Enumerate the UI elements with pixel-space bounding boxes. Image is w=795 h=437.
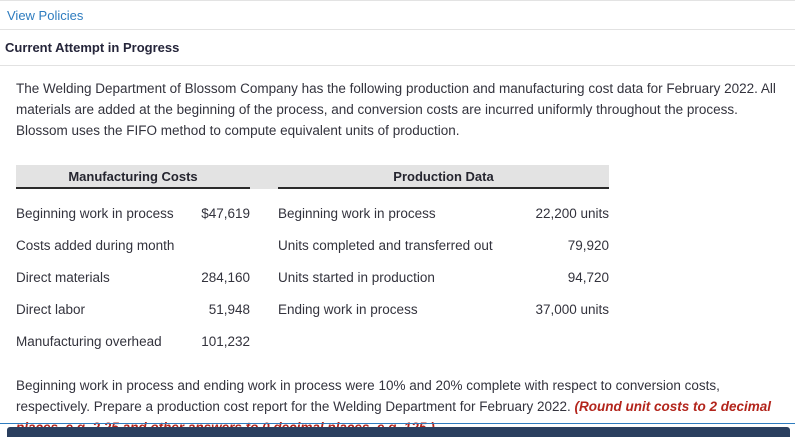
pd-row-value: 79,920 <box>567 237 609 253</box>
view-policies-link[interactable]: View Policies <box>7 8 84 23</box>
mc-row-value: $47,619 <box>201 205 250 221</box>
problem-content: The Welding Department of Blossom Compan… <box>0 66 795 437</box>
mc-row-label: Beginning work in process <box>16 205 174 221</box>
mc-row-value <box>179 229 250 261</box>
pd-row-label: Ending work in process <box>278 301 418 317</box>
divider <box>0 29 795 30</box>
production-data-header: Production Data <box>278 165 609 189</box>
mc-row-label: Costs added during month <box>16 237 175 253</box>
mc-row-label: Direct labor <box>16 301 86 317</box>
mc-row-label: Direct materials <box>16 269 110 285</box>
pd-row-label: Units started in production <box>278 269 435 285</box>
divider <box>0 65 795 66</box>
mc-row-label: Manufacturing overhead <box>16 333 162 349</box>
bottom-divider <box>0 423 795 424</box>
table-gap <box>250 293 278 325</box>
problem-intro-text: The Welding Department of Blossom Compan… <box>16 81 776 138</box>
table-gap <box>250 261 278 293</box>
mc-row-value: 51,948 <box>208 301 250 317</box>
pd-row-label: Beginning work in process <box>278 205 436 221</box>
current-attempt-heading: Current Attempt in Progress <box>5 40 180 55</box>
pd-row-value: 37,000 units <box>535 301 609 317</box>
mc-row-value: 284,160 <box>201 269 250 285</box>
pd-row-value <box>523 325 609 357</box>
table-gap <box>250 325 278 357</box>
table-header-gap <box>250 165 278 189</box>
pd-row-value: 22,200 units <box>535 205 609 221</box>
pd-row-label <box>278 325 523 357</box>
table-gap <box>250 197 278 229</box>
table-gap <box>250 229 278 261</box>
manufacturing-costs-header: Manufacturing Costs <box>16 165 250 189</box>
problem-instructions: Beginning work in process and ending wor… <box>16 378 720 414</box>
bottom-section-bar[interactable] <box>7 427 790 437</box>
pd-row-value: 94,720 <box>567 269 609 285</box>
mc-row-value: 101,232 <box>201 333 250 349</box>
cost-data-table: Manufacturing Costs Production Data Begi… <box>16 165 609 357</box>
pd-row-label: Units completed and transferred out <box>278 237 493 253</box>
